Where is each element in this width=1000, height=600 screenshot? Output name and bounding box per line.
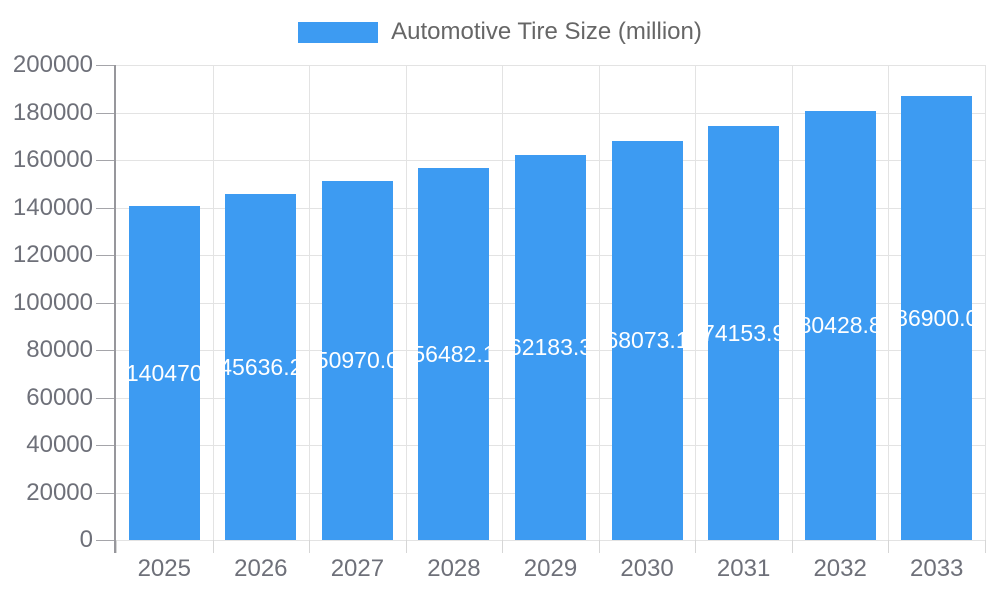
bar-2026[interactable]: 145636.25 [225, 194, 297, 540]
x-axis-tick [985, 540, 986, 553]
gridline-vertical [695, 65, 697, 540]
gridline-horizontal [116, 540, 985, 541]
x-axis-label: 2029 [523, 555, 578, 582]
bar-value-label: 180428.83 [804, 312, 876, 339]
x-axis-label: 2030 [620, 555, 674, 582]
legend-label: Automotive Tire Size (million) [391, 18, 702, 45]
y-axis-label: 40000 [26, 431, 93, 458]
bar-value-label: 168073.13 [611, 326, 683, 353]
x-axis-tick [695, 540, 697, 553]
x-axis-tick [598, 540, 600, 553]
y-axis-tick [96, 255, 116, 256]
y-axis-tick [96, 445, 116, 446]
y-axis-label: 60000 [26, 383, 93, 411]
legend[interactable]: Automotive Tire Size (million) [0, 17, 1000, 47]
bar-2025[interactable]: 140470 [128, 206, 200, 540]
bar-value-label: 140470 [128, 359, 200, 386]
bar-2027[interactable]: 150970.06 [321, 181, 393, 540]
gridline-vertical [598, 65, 600, 540]
y-axis-tick [96, 350, 116, 351]
y-axis-tick [96, 207, 116, 209]
x-axis-label: 2025 [137, 555, 191, 582]
gridline-vertical [888, 65, 890, 540]
bar-value-label: 186900.04 [901, 304, 973, 331]
gridline-horizontal [116, 65, 985, 66]
y-axis-label: 160000 [12, 146, 93, 173]
gridline-vertical [791, 65, 793, 540]
gridline-vertical [212, 65, 214, 540]
y-axis-label: 120000 [12, 241, 93, 268]
y-axis-tick [96, 65, 116, 66]
y-axis-label: 100000 [12, 288, 93, 316]
bar-value-label: 156482.13 [418, 340, 490, 367]
y-axis-label: 140000 [12, 193, 93, 221]
bar-value-label: 150970.06 [321, 347, 393, 374]
bar-2033[interactable]: 186900.04 [901, 96, 973, 540]
y-axis-tick [96, 112, 116, 114]
y-axis-label: 20000 [26, 478, 93, 506]
gridline-horizontal [116, 112, 985, 114]
y-axis-label: 200000 [12, 51, 93, 78]
y-axis-label: 180000 [12, 98, 93, 126]
y-axis-tick [96, 492, 116, 494]
gridline-vertical [309, 65, 311, 540]
gridline-vertical [502, 65, 504, 540]
x-axis-label: 2026 [234, 555, 288, 582]
x-axis-label: 2031 [716, 555, 771, 582]
x-axis-label: 2032 [813, 555, 867, 582]
gridline-vertical [405, 65, 407, 540]
y-axis-label: 0 [79, 526, 93, 553]
y-axis-tick [96, 397, 116, 399]
x-axis-tick [791, 540, 793, 553]
x-axis-tick [309, 540, 311, 553]
x-axis-label: 2027 [330, 555, 385, 582]
x-axis-tick [405, 540, 407, 553]
x-axis-tick [502, 540, 504, 553]
x-axis-tick [212, 540, 214, 553]
y-axis-tick [96, 302, 116, 304]
x-axis-label: 2033 [910, 555, 964, 582]
bar-2028[interactable]: 156482.13 [418, 168, 490, 540]
x-axis-label: 2028 [427, 555, 481, 582]
gridline-vertical [985, 65, 986, 540]
x-axis-tick [116, 540, 117, 553]
x-axis-tick [888, 540, 890, 553]
y-axis-label: 80000 [26, 336, 93, 363]
bar-2032[interactable]: 180428.83 [804, 111, 876, 540]
y-axis-tick [96, 160, 116, 161]
legend-swatch-icon [298, 21, 379, 43]
bar-2030[interactable]: 168073.13 [611, 140, 683, 540]
y-axis-tick [96, 540, 116, 541]
bar-value-label: 145636.25 [225, 353, 297, 380]
y-axis-line [114, 65, 116, 553]
